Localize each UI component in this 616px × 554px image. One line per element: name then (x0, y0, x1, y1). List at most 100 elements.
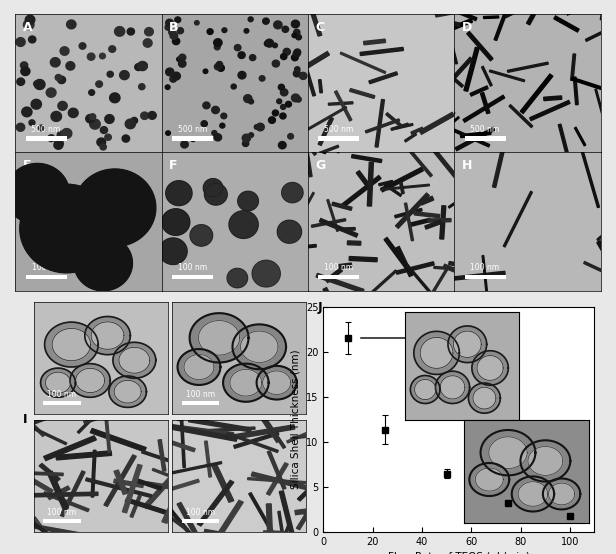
Polygon shape (252, 260, 280, 287)
Polygon shape (112, 205, 118, 211)
Polygon shape (86, 115, 95, 123)
Polygon shape (17, 415, 52, 430)
Polygon shape (198, 321, 240, 355)
Polygon shape (15, 173, 59, 214)
Polygon shape (585, 29, 608, 41)
Polygon shape (278, 141, 286, 149)
Polygon shape (262, 371, 291, 394)
Polygon shape (44, 436, 96, 460)
Polygon shape (249, 55, 256, 60)
Polygon shape (162, 209, 190, 235)
Polygon shape (97, 257, 110, 269)
Polygon shape (79, 43, 86, 49)
Polygon shape (415, 212, 440, 218)
Polygon shape (164, 439, 195, 452)
Polygon shape (76, 368, 105, 393)
Polygon shape (214, 39, 222, 47)
Polygon shape (282, 26, 288, 32)
Polygon shape (90, 429, 146, 452)
Polygon shape (436, 9, 458, 17)
Polygon shape (47, 471, 68, 510)
Polygon shape (145, 28, 153, 36)
Polygon shape (337, 125, 346, 153)
Polygon shape (177, 349, 221, 385)
Polygon shape (89, 250, 118, 276)
Polygon shape (169, 429, 175, 473)
Polygon shape (292, 0, 317, 20)
Polygon shape (52, 329, 91, 361)
Polygon shape (24, 181, 51, 207)
Polygon shape (107, 71, 113, 77)
Polygon shape (85, 246, 121, 280)
Polygon shape (381, 167, 423, 192)
Polygon shape (21, 67, 30, 75)
Polygon shape (264, 41, 270, 46)
Polygon shape (54, 217, 79, 240)
Polygon shape (332, 202, 352, 211)
Polygon shape (12, 170, 63, 218)
Polygon shape (232, 325, 286, 369)
Polygon shape (87, 248, 120, 278)
Polygon shape (277, 220, 302, 243)
Polygon shape (347, 241, 361, 245)
Polygon shape (340, 52, 386, 73)
Polygon shape (363, 39, 386, 45)
Polygon shape (22, 107, 32, 117)
Polygon shape (78, 239, 129, 288)
Polygon shape (55, 74, 62, 80)
Polygon shape (105, 115, 114, 124)
Polygon shape (238, 71, 246, 79)
FancyBboxPatch shape (26, 275, 67, 279)
Polygon shape (395, 208, 422, 218)
Polygon shape (400, 182, 404, 194)
Polygon shape (446, 6, 477, 20)
Polygon shape (505, 0, 537, 18)
Polygon shape (137, 61, 147, 70)
FancyBboxPatch shape (182, 519, 219, 522)
Polygon shape (484, 16, 499, 18)
Polygon shape (85, 179, 145, 236)
Polygon shape (14, 481, 35, 514)
Polygon shape (584, 261, 616, 288)
Polygon shape (299, 73, 307, 79)
Polygon shape (175, 17, 180, 23)
Polygon shape (140, 112, 148, 120)
Text: E: E (23, 160, 31, 172)
Polygon shape (294, 29, 300, 35)
Polygon shape (266, 504, 274, 554)
Polygon shape (188, 418, 251, 432)
Polygon shape (410, 218, 431, 226)
Polygon shape (601, 4, 607, 20)
Y-axis label: Silica Shell Thickness (nm): Silica Shell Thickness (nm) (291, 350, 301, 490)
Polygon shape (101, 194, 129, 221)
Polygon shape (440, 206, 446, 239)
Polygon shape (295, 506, 326, 515)
Polygon shape (119, 347, 150, 373)
Polygon shape (420, 196, 434, 205)
Polygon shape (267, 451, 286, 489)
Polygon shape (23, 187, 110, 270)
Polygon shape (74, 169, 156, 247)
Polygon shape (41, 368, 75, 397)
Polygon shape (279, 491, 296, 540)
Polygon shape (60, 223, 73, 234)
Polygon shape (20, 177, 55, 211)
Polygon shape (428, 143, 458, 178)
Polygon shape (100, 260, 106, 266)
Polygon shape (227, 268, 248, 288)
Polygon shape (76, 237, 131, 289)
Polygon shape (29, 193, 104, 264)
Polygon shape (311, 219, 346, 227)
Polygon shape (293, 431, 339, 439)
Polygon shape (180, 420, 185, 468)
Polygon shape (444, 125, 490, 147)
Polygon shape (132, 489, 188, 531)
Polygon shape (463, 95, 505, 122)
Polygon shape (93, 187, 137, 228)
Polygon shape (38, 125, 44, 131)
Polygon shape (60, 471, 85, 516)
Polygon shape (455, 127, 495, 151)
Polygon shape (274, 21, 282, 29)
Polygon shape (144, 403, 214, 423)
Polygon shape (221, 113, 227, 119)
